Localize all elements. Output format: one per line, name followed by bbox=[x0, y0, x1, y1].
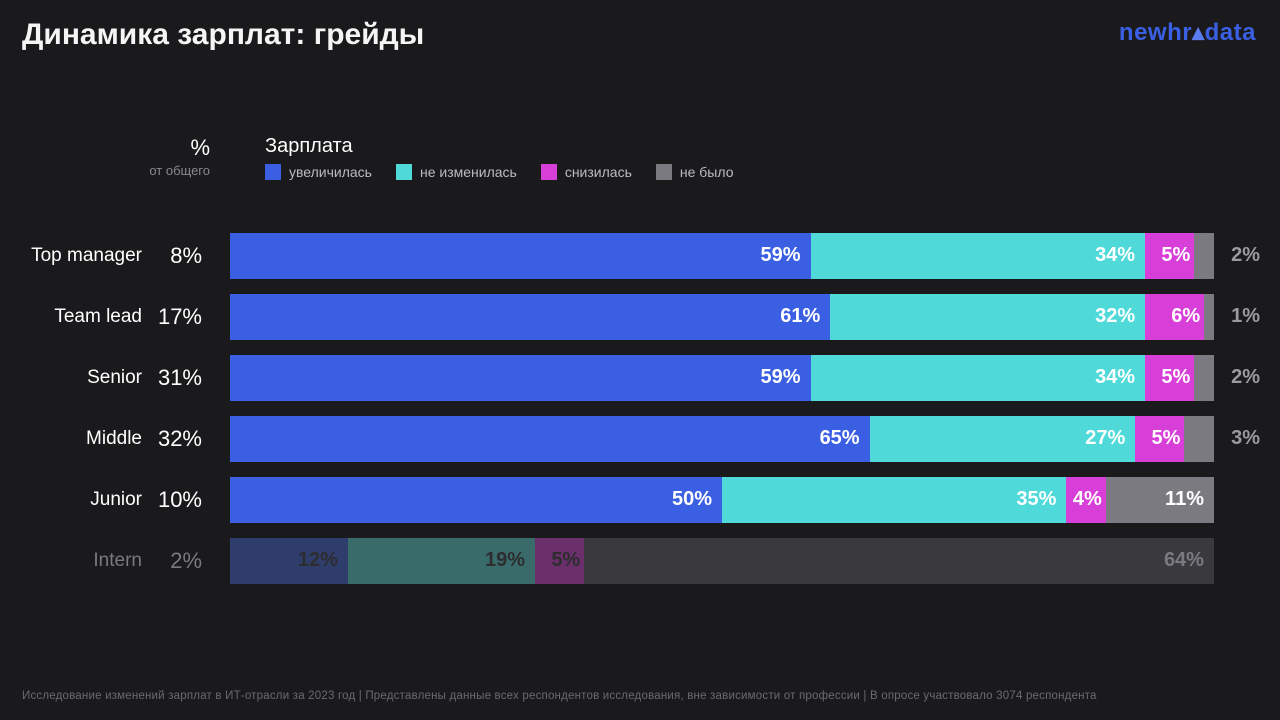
legend-area: % от общего Зарплата увеличилась не измен… bbox=[0, 135, 1280, 185]
bar-outside-label: 1% bbox=[1218, 294, 1260, 340]
chart-title: Динамика зарплат: грейды bbox=[22, 18, 424, 52]
logo-text-2: data bbox=[1205, 19, 1256, 46]
bar-outside-label: 2% bbox=[1218, 355, 1260, 401]
bar-segment-increased: 61% bbox=[230, 294, 830, 340]
logo-text-1: newhr bbox=[1119, 19, 1192, 46]
row-label: Top manager bbox=[0, 245, 150, 267]
bar-outside-label: 3% bbox=[1218, 416, 1260, 462]
row-total: 32% bbox=[150, 426, 210, 452]
chart-row: Team lead17%61%32%6%1% bbox=[0, 286, 1280, 347]
bar-segment-unchanged: 19% bbox=[348, 538, 535, 584]
logo-sep: ▴ bbox=[1192, 19, 1205, 46]
legend-label: снизилась bbox=[565, 164, 632, 180]
bar-segment-increased: 50% bbox=[230, 477, 722, 523]
legend-item: не было bbox=[656, 164, 734, 180]
bar-outside-label: 2% bbox=[1218, 233, 1260, 279]
row-label: Team lead bbox=[0, 306, 150, 328]
bar-segment-none bbox=[1204, 294, 1214, 340]
bar-segment-none bbox=[1184, 416, 1214, 462]
legend-label: увеличилась bbox=[289, 164, 372, 180]
bar-segment-decreased: 5% bbox=[1135, 416, 1184, 462]
chart-row: Junior10% 50%35%4%11% bbox=[0, 469, 1280, 530]
row-total: 2% bbox=[150, 548, 210, 574]
legend-label: не изменилась bbox=[420, 164, 517, 180]
bar-segment-increased: 59% bbox=[230, 355, 811, 401]
bar-segment-decreased: 6% bbox=[1145, 294, 1204, 340]
bar-segment-decreased: 4% bbox=[1066, 477, 1105, 523]
bar-wrap: 50%35%4%11% bbox=[230, 477, 1214, 523]
bar-wrap: 12%19%5%64% bbox=[230, 538, 1214, 584]
row-label: Junior bbox=[0, 489, 150, 511]
bar-segment-decreased: 5% bbox=[1145, 233, 1194, 279]
legend-swatch bbox=[656, 164, 672, 180]
bar-segment-none: 11% bbox=[1106, 477, 1214, 523]
bar-wrap: 61%32%6%1% bbox=[230, 294, 1214, 340]
bar-segment-increased: 12% bbox=[230, 538, 348, 584]
salary-title: Зарплата bbox=[265, 135, 733, 158]
bar-wrap: 65%27%5%3% bbox=[230, 416, 1214, 462]
row-total: 10% bbox=[150, 487, 210, 513]
footer-note: Исследование изменений зарплат в ИТ-отра… bbox=[22, 690, 1258, 702]
bar-segment-increased: 59% bbox=[230, 233, 811, 279]
bar-segment-decreased: 5% bbox=[535, 538, 584, 584]
bar-segment-unchanged: 27% bbox=[870, 416, 1136, 462]
row-label: Intern bbox=[0, 550, 150, 572]
legend-item: снизилась bbox=[541, 164, 632, 180]
legend-item: не изменилась bbox=[396, 164, 517, 180]
legend-swatch bbox=[265, 164, 281, 180]
bar-segment-unchanged: 34% bbox=[811, 355, 1146, 401]
row-label: Middle bbox=[0, 428, 150, 450]
brand-logo: newhr▴data bbox=[1119, 18, 1256, 47]
row-total: 17% bbox=[150, 304, 210, 330]
bar-segment-unchanged: 32% bbox=[830, 294, 1145, 340]
chart-row: Senior31%59%34%5%2% bbox=[0, 347, 1280, 408]
legend-swatch bbox=[541, 164, 557, 180]
pct-symbol: % bbox=[0, 135, 210, 161]
bar-segment-none: 64% bbox=[584, 538, 1214, 584]
legend-label: не было bbox=[680, 164, 734, 180]
bar-segment-none bbox=[1194, 233, 1214, 279]
row-total: 8% bbox=[150, 243, 210, 269]
pct-header: % от общего bbox=[0, 135, 210, 178]
bar-wrap: 59%34%5%2% bbox=[230, 233, 1214, 279]
chart-row: Intern2% 12%19%5%64% bbox=[0, 530, 1280, 591]
stacked-bar-chart: Top manager8%59%34%5%2%Team lead17%61%32… bbox=[0, 225, 1280, 591]
pct-subtitle: от общего bbox=[0, 163, 210, 178]
chart-row: Middle32%65%27%5%3% bbox=[0, 408, 1280, 469]
bar-segment-none bbox=[1194, 355, 1214, 401]
bar-segment-unchanged: 34% bbox=[811, 233, 1146, 279]
bar-segment-decreased: 5% bbox=[1145, 355, 1194, 401]
legend-swatch bbox=[396, 164, 412, 180]
salary-header: Зарплата увеличилась не изменилась снизила… bbox=[265, 135, 733, 180]
bar-segment-increased: 65% bbox=[230, 416, 870, 462]
row-label: Senior bbox=[0, 367, 150, 389]
bar-wrap: 59%34%5%2% bbox=[230, 355, 1214, 401]
legend-item: увеличилась bbox=[265, 164, 372, 180]
row-total: 31% bbox=[150, 365, 210, 391]
chart-row: Top manager8%59%34%5%2% bbox=[0, 225, 1280, 286]
legend-row: увеличилась не изменилась снизилась не было bbox=[265, 164, 733, 180]
bar-segment-unchanged: 35% bbox=[722, 477, 1066, 523]
